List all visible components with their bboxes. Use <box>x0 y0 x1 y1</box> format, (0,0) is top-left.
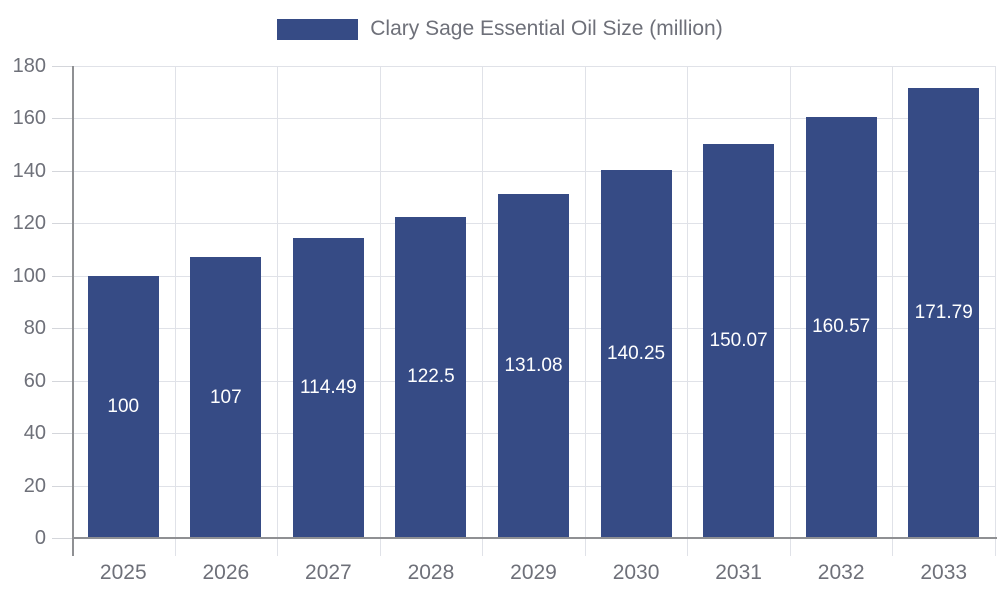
y-axis-tick-label: 60 <box>23 369 46 392</box>
gridline-vertical <box>584 66 586 556</box>
bar <box>395 216 467 538</box>
x-axis-tick-label: 2033 <box>920 561 968 584</box>
y-axis-tick <box>52 118 72 120</box>
gridline-vertical <box>482 66 484 556</box>
y-axis-tick-label: 140 <box>12 159 46 182</box>
y-axis-tick <box>52 223 72 225</box>
y-axis-tick <box>52 538 72 539</box>
x-axis-line <box>72 537 997 539</box>
bar-value-label: 140.25 <box>606 343 666 365</box>
x-axis-tick-label: 2026 <box>202 561 250 584</box>
bar-value-label: 160.57 <box>812 316 871 338</box>
gridline-vertical <box>789 66 791 556</box>
gridline-horizontal <box>72 170 995 172</box>
y-axis-tick-label: 80 <box>23 317 46 340</box>
y-axis-tick <box>52 485 72 487</box>
x-axis-tick-label: 2032 <box>817 561 865 584</box>
y-axis-tick <box>52 328 72 330</box>
gridline-horizontal <box>72 118 995 120</box>
gridline-vertical <box>379 66 381 556</box>
gridline-vertical <box>687 66 689 556</box>
y-axis-tick-label: 100 <box>12 264 46 287</box>
legend-swatch <box>277 18 359 40</box>
bar-value-label: 107 <box>209 386 242 408</box>
x-axis-tick-label: 2031 <box>715 561 762 584</box>
gridline-horizontal <box>72 66 995 67</box>
chart-legend: Clary Sage Essential Oil Size (million) <box>0 16 1000 42</box>
y-axis-tick-label: 20 <box>23 474 46 497</box>
y-axis-tick-label: 120 <box>12 212 46 235</box>
y-axis-tick <box>52 170 72 172</box>
y-axis-tick <box>52 66 72 67</box>
y-axis-line <box>72 66 74 556</box>
gridline-vertical <box>892 66 894 556</box>
gridline-vertical <box>995 66 996 556</box>
gridline-vertical <box>277 66 279 556</box>
y-axis-tick-label: 180 <box>12 55 46 77</box>
x-axis-tick-label: 2028 <box>407 561 455 584</box>
bar <box>190 257 262 538</box>
bar <box>498 194 569 538</box>
bar-value-label: 171.79 <box>914 301 973 323</box>
y-axis-tick <box>52 380 72 382</box>
y-axis-tick <box>52 433 72 435</box>
x-axis-tick-label: 2029 <box>510 561 557 584</box>
bar <box>908 87 980 538</box>
y-axis-tick-label: 160 <box>12 107 46 130</box>
gridline-vertical <box>174 66 176 556</box>
x-axis-tick-label: 2030 <box>612 561 660 584</box>
legend-label: Clary Sage Essential Oil Size (million) <box>370 17 723 40</box>
bar <box>87 275 159 538</box>
y-axis-tick <box>52 275 72 277</box>
bar <box>600 170 672 538</box>
bar-value-label: 100 <box>107 395 140 417</box>
bar-value-label: 114.49 <box>300 376 357 398</box>
y-axis-tick-label: 40 <box>23 422 46 445</box>
bar-value-label: 150.07 <box>709 330 768 352</box>
y-axis-tick-label: 0 <box>34 527 46 549</box>
bar <box>703 144 775 538</box>
bar-value-label: 131.08 <box>504 355 563 377</box>
x-axis-tick-label: 2027 <box>305 561 352 584</box>
bar <box>805 116 877 538</box>
x-axis-tick-label: 2025 <box>99 561 147 584</box>
bar <box>292 237 364 538</box>
bar-value-label: 122.5 <box>407 366 455 388</box>
